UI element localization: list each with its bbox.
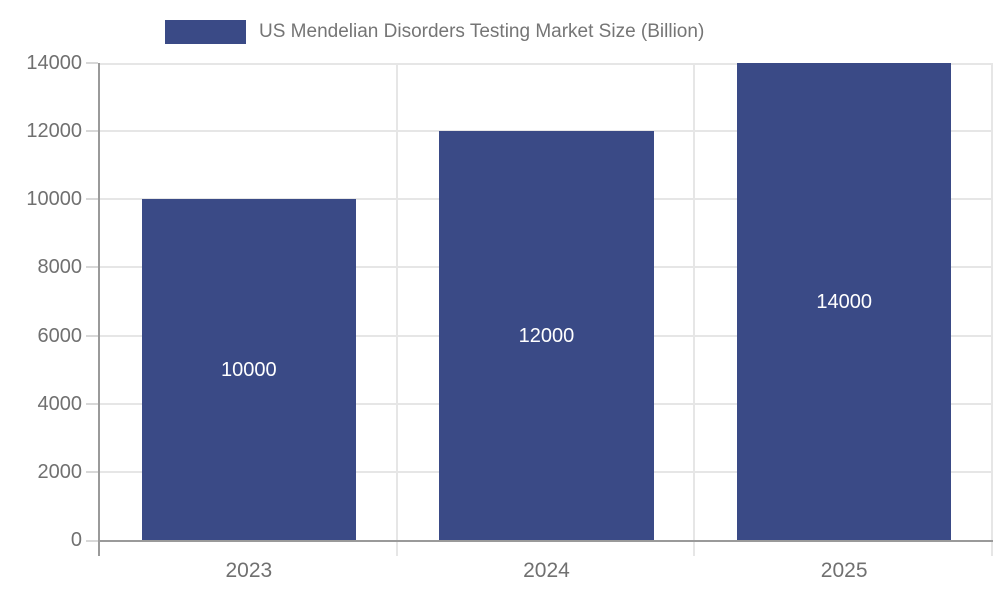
y-axis-tick-label: 14000 xyxy=(26,52,82,74)
y-axis-tick-label: 4000 xyxy=(37,392,83,415)
y-axis-tick xyxy=(86,334,98,337)
y-axis-tick-label: 2000 xyxy=(37,460,83,483)
y-axis-line xyxy=(98,63,100,556)
plot-area: 0 2000 4000 6000 8000 10000 12000 14000 10000 202… xyxy=(26,52,993,582)
category-boundary-gridline xyxy=(991,63,993,556)
bar-2023[interactable] xyxy=(141,199,356,540)
bar-value-label: 10000 xyxy=(221,358,277,381)
y-axis-tick-label: 8000 xyxy=(37,256,83,279)
bar-value-label: 14000 xyxy=(816,290,872,313)
y-axis-tick xyxy=(86,198,98,201)
y-axis-tick xyxy=(86,470,98,473)
category-boundary-gridline xyxy=(395,63,398,556)
y-axis-tick xyxy=(86,402,98,405)
bar-value-label: 12000 xyxy=(518,324,575,347)
x-axis-tick-label: 2023 xyxy=(225,559,273,582)
y-axis-tick xyxy=(86,540,98,542)
legend-swatch[interactable] xyxy=(165,20,246,44)
bar-2025[interactable] xyxy=(737,63,952,540)
bar-2024[interactable] xyxy=(439,131,654,540)
chart-legend[interactable]: US Mendelian Disorders Testing Market Si… xyxy=(165,20,704,44)
x-axis-line xyxy=(98,540,993,542)
x-axis-tick-label: 2025 xyxy=(820,559,868,582)
y-axis-tick-label: 0 xyxy=(70,529,82,551)
y-axis-tick-label: 6000 xyxy=(37,324,83,347)
y-axis-tick xyxy=(86,130,98,133)
y-axis-tick-label: 10000 xyxy=(26,188,82,211)
y-axis-tick xyxy=(86,62,98,64)
category-boundary-gridline xyxy=(693,63,696,556)
y-gridline xyxy=(100,63,993,65)
legend-label[interactable]: US Mendelian Disorders Testing Market Si… xyxy=(259,21,705,42)
y-axis-tick-label: 12000 xyxy=(26,120,82,143)
x-axis-tick-label: 2024 xyxy=(523,559,570,582)
y-axis-tick xyxy=(86,266,98,269)
